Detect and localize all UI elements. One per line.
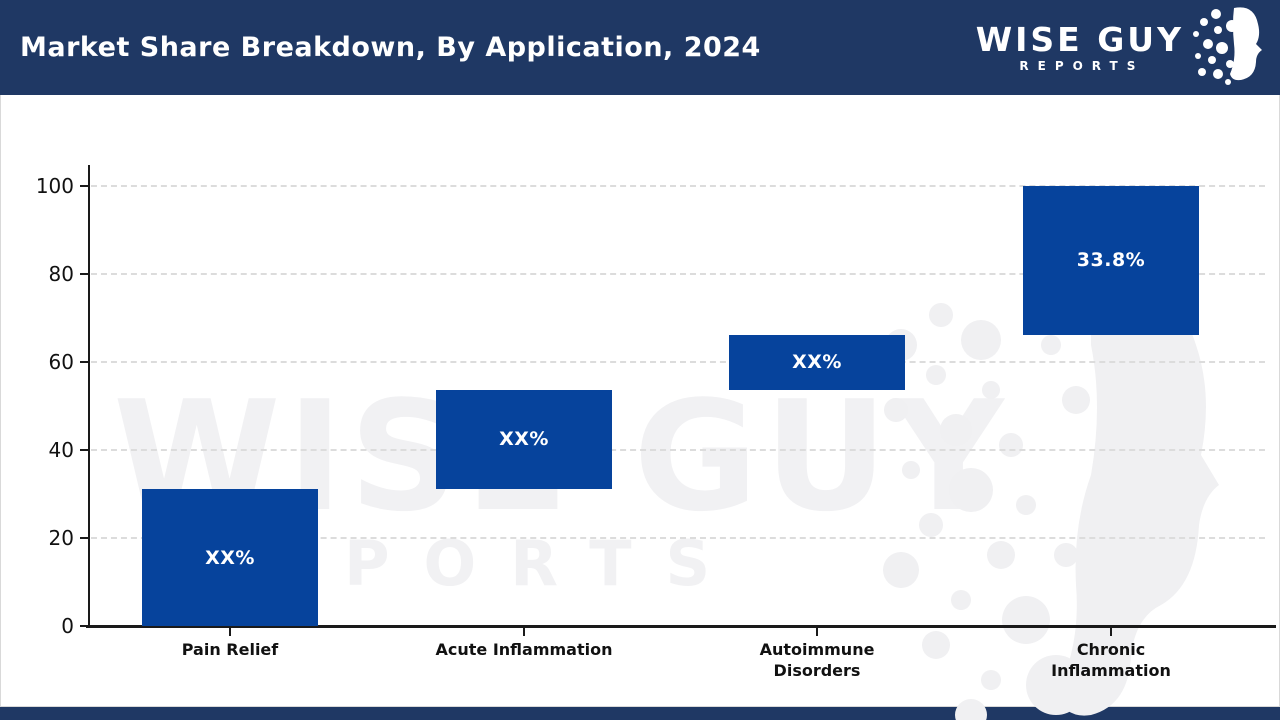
y-tick-label: 80 <box>48 262 74 286</box>
bottom-divider <box>0 706 1280 707</box>
watermark-face-dots-icon <box>883 281 1219 720</box>
chart-title: Market Share Breakdown, By Application, … <box>20 32 761 63</box>
x-axis-line <box>86 625 1276 628</box>
brand-logo-text: WISE GUY REPORTS <box>976 23 1184 73</box>
y-tick-mark <box>80 273 88 275</box>
bar: 33.8% <box>1023 186 1199 335</box>
category-label: Autoimmune Disorders <box>759 640 875 680</box>
category-label: Chronic Inflammation <box>1051 640 1171 680</box>
x-tick-mark <box>523 628 525 636</box>
category-label: Acute Inflammation <box>435 640 613 659</box>
bar: XX% <box>142 489 318 626</box>
y-axis-line <box>88 165 90 627</box>
brand-logo: WISE GUY REPORTS <box>976 0 1266 95</box>
header-bar: Market Share Breakdown, By Application, … <box>0 0 1280 95</box>
gridline <box>91 273 1265 275</box>
gridline <box>91 449 1265 451</box>
category-label: Pain Relief <box>181 640 279 659</box>
y-tick-label: 40 <box>48 438 74 462</box>
gridline <box>91 537 1265 539</box>
y-tick-mark <box>80 537 88 539</box>
brand-logo-face-icon <box>1193 6 1262 85</box>
bar-value-label: 33.8% <box>1076 249 1146 272</box>
y-tick-mark <box>80 625 88 627</box>
gridline <box>91 185 1265 187</box>
brand-logo-line1: WISE GUY <box>975 19 1184 59</box>
y-tick-label: 0 <box>61 614 74 638</box>
bar: XX% <box>729 334 905 390</box>
gridline <box>91 361 1265 363</box>
y-tick-mark <box>80 185 88 187</box>
x-tick-mark <box>229 628 231 636</box>
y-tick-mark <box>80 361 88 363</box>
y-tick-label: 60 <box>48 350 74 374</box>
y-tick-mark <box>80 449 88 451</box>
bar: XX% <box>436 389 612 490</box>
bar-value-label: XX% <box>792 351 842 374</box>
bar-value-label: XX% <box>205 546 255 569</box>
x-tick-mark <box>1110 628 1112 636</box>
y-tick-label: 100 <box>35 174 74 198</box>
brand-logo-line2: REPORTS <box>1019 58 1145 73</box>
bar-value-label: XX% <box>499 428 549 451</box>
x-tick-mark <box>816 628 818 636</box>
y-tick-label: 20 <box>48 526 74 550</box>
